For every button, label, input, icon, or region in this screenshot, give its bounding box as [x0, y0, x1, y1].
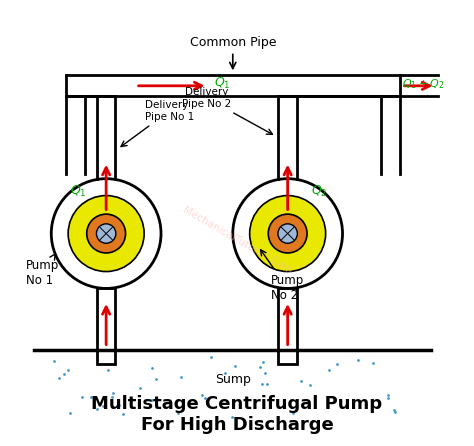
Point — [342, 401, 349, 409]
Point — [259, 359, 266, 366]
Point — [391, 408, 399, 415]
Text: Multistage Centrifugal Pump
For High Discharge: Multistage Centrifugal Pump For High Dis… — [91, 395, 383, 434]
Point — [207, 353, 214, 360]
Point — [60, 370, 67, 377]
Point — [178, 373, 185, 380]
Point — [384, 395, 392, 402]
Bar — [97, 289, 116, 364]
Text: $Q_1$: $Q_1$ — [214, 76, 230, 91]
Circle shape — [68, 195, 144, 272]
Point — [258, 380, 265, 387]
Point — [289, 410, 296, 417]
Point — [51, 357, 58, 364]
Point — [55, 375, 63, 382]
Point — [136, 385, 144, 392]
Point — [78, 393, 86, 401]
Point — [370, 359, 377, 367]
Point — [109, 390, 117, 397]
Text: $Q_2$: $Q_2$ — [311, 184, 328, 199]
Point — [297, 377, 305, 384]
Point — [231, 363, 239, 370]
Text: MechanicalTutorial.Com: MechanicalTutorial.Com — [181, 205, 293, 276]
Text: Sump: Sump — [215, 373, 251, 386]
Text: Common Pipe: Common Pipe — [190, 36, 276, 69]
Point — [87, 394, 95, 401]
Point — [99, 354, 107, 361]
Circle shape — [250, 195, 326, 272]
Point — [104, 367, 112, 374]
Point — [221, 369, 228, 376]
Text: $Q_1+Q_2$: $Q_1+Q_2$ — [401, 77, 444, 91]
Point — [109, 394, 116, 401]
Text: Pump
No 2: Pump No 2 — [261, 250, 304, 302]
Point — [198, 392, 206, 399]
Point — [263, 380, 270, 388]
Point — [119, 411, 127, 418]
Point — [148, 364, 155, 372]
Point — [390, 406, 397, 413]
Point — [175, 409, 182, 416]
Point — [93, 405, 101, 412]
Point — [333, 361, 341, 368]
Point — [153, 397, 160, 404]
Point — [201, 395, 209, 402]
Point — [66, 409, 74, 416]
Circle shape — [278, 224, 297, 243]
Point — [261, 369, 269, 376]
Bar — [278, 289, 297, 364]
Text: Pump
No 1: Pump No 1 — [26, 254, 59, 287]
Circle shape — [87, 214, 126, 253]
Point — [306, 382, 313, 389]
Circle shape — [268, 214, 307, 253]
Point — [354, 356, 362, 363]
Point — [228, 413, 236, 421]
Point — [99, 402, 107, 409]
Point — [256, 363, 264, 371]
Text: Delivery
Pipe No 2: Delivery Pipe No 2 — [182, 87, 273, 134]
Text: $Q_1$: $Q_1$ — [71, 184, 87, 199]
Point — [325, 366, 333, 373]
Point — [384, 392, 392, 399]
Point — [153, 376, 160, 383]
Circle shape — [96, 224, 116, 243]
Point — [64, 366, 72, 373]
Point — [148, 396, 155, 404]
Point — [115, 401, 122, 409]
Text: Delivery
Pipe No 1: Delivery Pipe No 1 — [121, 100, 194, 147]
